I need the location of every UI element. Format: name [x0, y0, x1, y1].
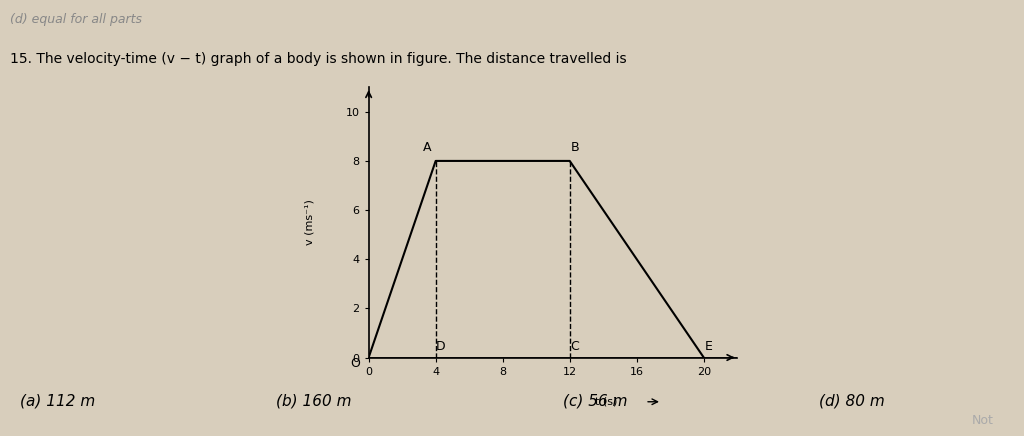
Text: t (s): t (s): [595, 397, 617, 407]
Text: B: B: [570, 140, 579, 153]
Text: A: A: [423, 140, 431, 153]
Text: (d) equal for all parts: (d) equal for all parts: [10, 13, 142, 26]
Text: (d) 80 m: (d) 80 m: [819, 394, 885, 409]
Text: (a) 112 m: (a) 112 m: [20, 394, 95, 409]
Text: Not: Not: [972, 414, 993, 427]
Text: E: E: [705, 340, 713, 353]
Text: (c) 56 m: (c) 56 m: [563, 394, 628, 409]
Text: (b) 160 m: (b) 160 m: [276, 394, 352, 409]
Text: 15. The velocity-time (v − t) graph of a body is shown in figure. The distance t: 15. The velocity-time (v − t) graph of a…: [10, 52, 627, 66]
Text: C: C: [570, 340, 580, 353]
Text: v (ms⁻¹): v (ms⁻¹): [305, 199, 315, 245]
Text: O: O: [350, 357, 360, 370]
Text: D: D: [436, 340, 445, 353]
